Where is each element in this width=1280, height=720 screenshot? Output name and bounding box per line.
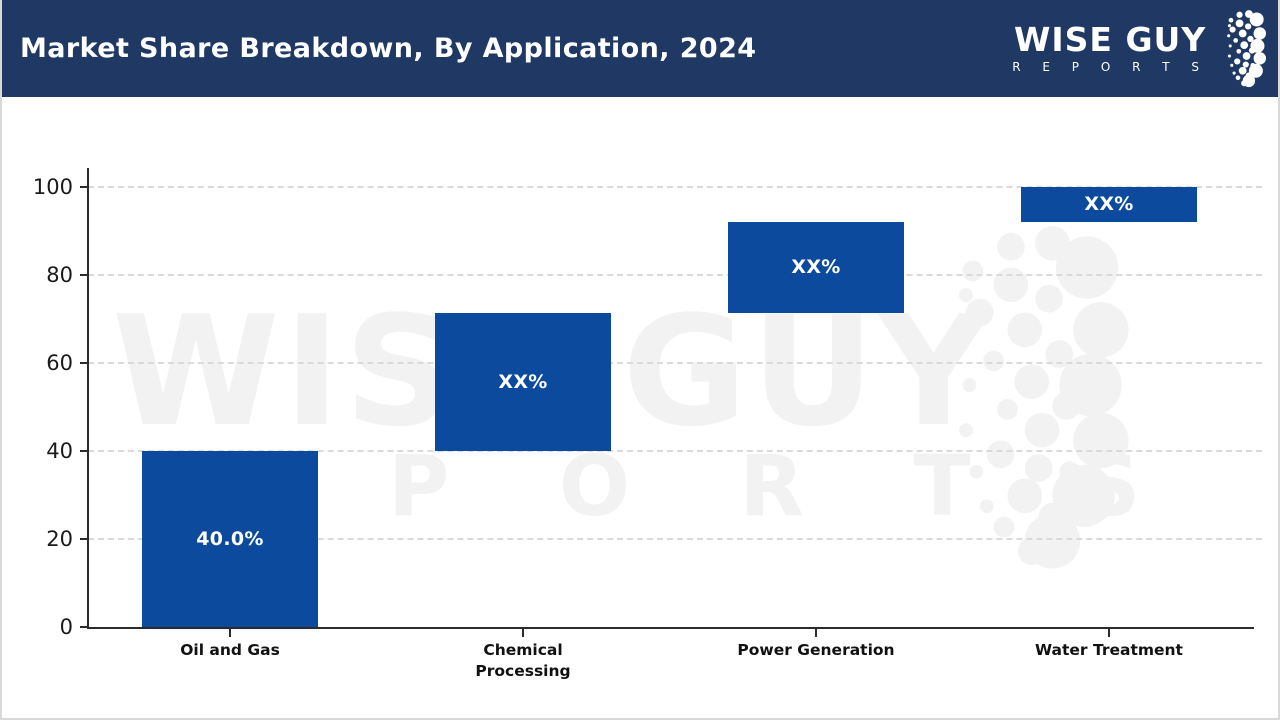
dotted-face-icon bbox=[1210, 8, 1266, 90]
y-tick-mark bbox=[80, 626, 88, 628]
y-tick-label: 0 bbox=[59, 615, 73, 639]
x-category-label: Water Treatment bbox=[1035, 641, 1183, 659]
gridline bbox=[88, 186, 1262, 188]
y-tick-mark bbox=[80, 186, 88, 188]
bar-value-label: XX% bbox=[791, 256, 841, 279]
bar-value-label: XX% bbox=[498, 370, 548, 393]
y-tick-label: 80 bbox=[46, 263, 73, 287]
x-category-label: Power Generation bbox=[737, 641, 895, 659]
bar-value-label: 40.0% bbox=[196, 528, 264, 550]
x-tick-mark bbox=[815, 629, 817, 637]
x-category-label: Chemical Processing bbox=[475, 641, 571, 680]
brand-subname: R E P O R T S bbox=[1012, 60, 1208, 74]
y-tick-mark bbox=[80, 538, 88, 540]
bar: XX% bbox=[728, 221, 904, 313]
brand-name: WISE GUY bbox=[1013, 20, 1207, 59]
gridline bbox=[88, 362, 1262, 364]
y-tick-label: 100 bbox=[32, 175, 73, 199]
bar: XX% bbox=[1021, 187, 1197, 222]
brand-logo: WISE GUY R E P O R T S bbox=[1012, 8, 1266, 90]
x-tick-mark bbox=[229, 629, 231, 637]
y-tick-label: 20 bbox=[46, 527, 73, 551]
gridline bbox=[88, 538, 1262, 540]
bar-value-label: XX% bbox=[1084, 193, 1134, 216]
gridline bbox=[88, 450, 1262, 452]
y-tick-label: 60 bbox=[46, 351, 73, 375]
y-axis-line bbox=[87, 168, 89, 629]
y-tick-mark bbox=[80, 362, 88, 364]
x-tick-mark bbox=[1108, 629, 1110, 637]
chart-title: Market Share Breakdown, By Application, … bbox=[20, 33, 757, 64]
header-bar: Market Share Breakdown, By Application, … bbox=[0, 0, 1280, 97]
y-tick-mark bbox=[80, 450, 88, 452]
bar: 40.0% bbox=[142, 451, 318, 627]
y-tick-mark bbox=[80, 274, 88, 276]
x-axis-line bbox=[87, 627, 1254, 629]
bar: XX% bbox=[435, 312, 611, 451]
y-tick-label: 40 bbox=[46, 439, 73, 463]
x-category-label: Oil and Gas bbox=[180, 641, 280, 659]
x-tick-mark bbox=[522, 629, 524, 637]
gridline bbox=[88, 274, 1262, 276]
brand-logo-text: WISE GUY R E P O R T S bbox=[1012, 23, 1208, 74]
